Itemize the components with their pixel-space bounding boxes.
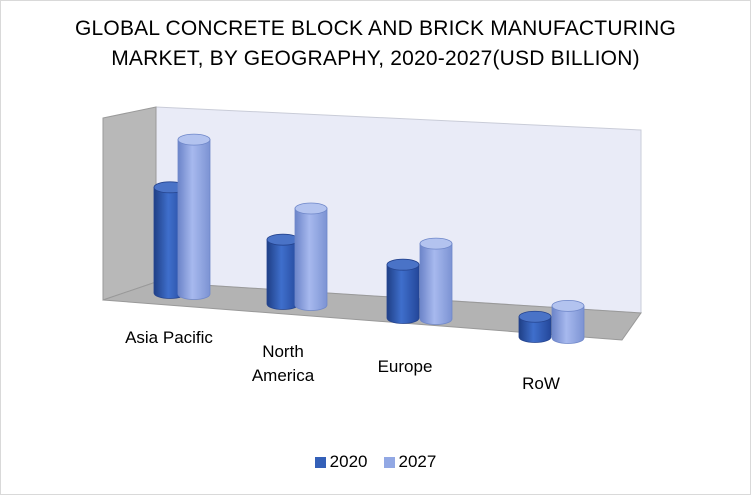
legend-label-2027: 2027 bbox=[398, 452, 437, 471]
bar-2020-3 bbox=[518, 310, 552, 343]
bar-top bbox=[266, 233, 300, 246]
bar-top bbox=[177, 133, 211, 146]
category-label-1: North America bbox=[252, 342, 315, 385]
legend-swatch-2027 bbox=[383, 456, 395, 468]
bar-2027-1 bbox=[294, 202, 328, 311]
bar-top bbox=[551, 299, 585, 312]
bar-body bbox=[266, 239, 300, 310]
bar-top bbox=[518, 310, 552, 323]
bar-body bbox=[177, 139, 211, 300]
bar-2027-3 bbox=[551, 299, 585, 344]
chart-side-wall bbox=[102, 106, 157, 301]
bar-2020-2 bbox=[386, 258, 420, 324]
chart-floor bbox=[102, 281, 642, 341]
category-labels: Asia Pacific North America Europe RoW bbox=[125, 328, 560, 393]
legend-item-2027: 2027 bbox=[383, 452, 437, 472]
category-label-3: RoW bbox=[522, 374, 560, 393]
legend: 2020 2027 bbox=[0, 452, 751, 472]
chart-title-line-2: MARKET, BY GEOGRAPHY, 2020-2027(USD BILL… bbox=[111, 47, 640, 70]
legend-item-2020: 2020 bbox=[314, 452, 368, 472]
legend-swatch-2020 bbox=[314, 456, 326, 468]
bar-body bbox=[518, 316, 552, 343]
bar-2027-0 bbox=[177, 133, 211, 300]
chart-title-line-1: GLOBAL CONCRETE BLOCK AND BRICK MANUFACT… bbox=[75, 17, 676, 40]
bar-body bbox=[386, 264, 420, 324]
bar-top bbox=[419, 237, 453, 250]
category-label-2: Europe bbox=[378, 357, 433, 376]
legend-label-2020: 2020 bbox=[329, 452, 368, 471]
bar-group bbox=[153, 133, 585, 344]
bar-2020-1 bbox=[266, 233, 300, 310]
category-label-0: Asia Pacific bbox=[125, 328, 213, 347]
bar-body bbox=[551, 305, 585, 344]
bar-top bbox=[294, 202, 328, 215]
bar-body bbox=[419, 243, 453, 325]
bar-2027-2 bbox=[419, 237, 453, 325]
chart-title: GLOBAL CONCRETE BLOCK AND BRICK MANUFACT… bbox=[0, 14, 751, 74]
bar-top bbox=[386, 258, 420, 271]
bar-body bbox=[294, 208, 328, 311]
